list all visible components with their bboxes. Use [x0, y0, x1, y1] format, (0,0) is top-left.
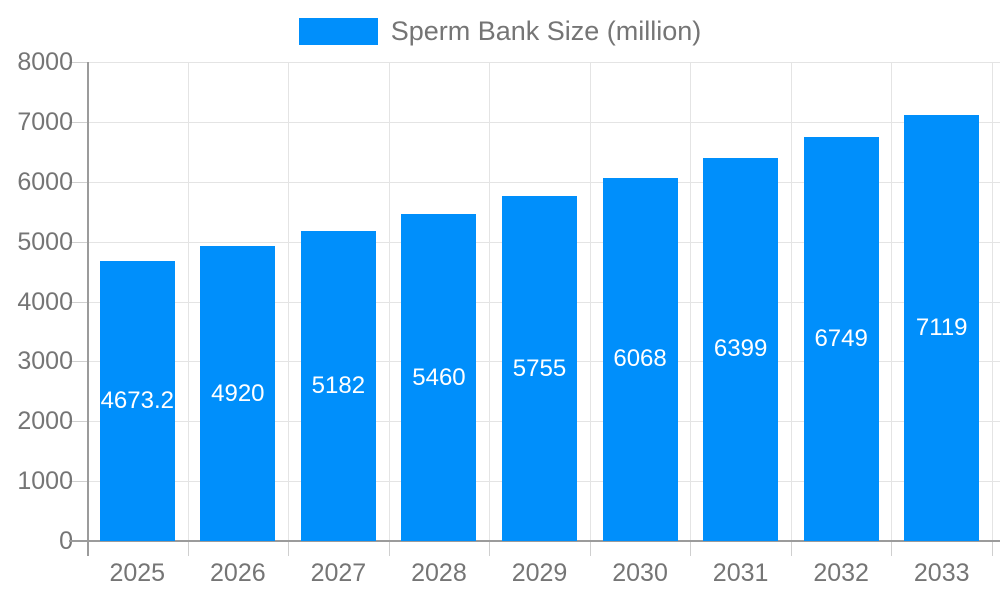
bar-2033[interactable] — [904, 114, 980, 541]
legend-label: Sperm Bank Size (million) — [390, 16, 702, 46]
bar-value-label: 5460 — [412, 363, 466, 391]
v-gridline — [992, 62, 993, 541]
bar-2027[interactable] — [300, 230, 376, 541]
legend-swatch — [298, 17, 378, 45]
v-gridline — [891, 62, 893, 541]
y-tick — [69, 481, 87, 483]
x-tick — [690, 541, 692, 556]
x-tick — [288, 541, 290, 556]
bar-2032[interactable] — [803, 136, 879, 541]
h-gridline — [87, 181, 1000, 183]
x-axis-label: 2028 — [411, 559, 467, 587]
bar-value-label: 5755 — [512, 354, 567, 382]
y-tick — [69, 121, 87, 123]
y-axis-label: 6000 — [17, 167, 73, 196]
v-gridline — [790, 62, 792, 541]
x-tick — [489, 541, 491, 556]
y-tick — [69, 361, 87, 363]
bar-value-label: 6749 — [814, 324, 868, 352]
v-gridline — [187, 62, 189, 541]
x-axis-label: 2030 — [612, 559, 668, 587]
y-tick — [69, 62, 87, 63]
x-axis-label: 2026 — [210, 559, 266, 587]
x-tick — [992, 541, 993, 556]
x-axis-label: 2025 — [109, 559, 166, 587]
y-axis-label: 0 — [59, 527, 73, 555]
bar-2031[interactable] — [703, 157, 779, 541]
v-gridline — [690, 62, 692, 541]
x-axis-label: 2031 — [712, 559, 769, 587]
x-tick — [187, 541, 189, 556]
y-axis-label: 4000 — [17, 287, 73, 316]
x-axis-label: 2033 — [913, 559, 970, 587]
x-tick — [891, 541, 893, 556]
y-axis-label: 2000 — [17, 407, 73, 436]
bar-2030[interactable] — [602, 177, 678, 541]
y-axis-line — [87, 62, 89, 556]
bar-value-label: 4673.2 — [100, 387, 174, 415]
bar-value-label: 5182 — [311, 371, 366, 399]
bar-2028[interactable] — [401, 214, 477, 541]
x-axis-line — [69, 540, 1000, 542]
y-tick — [69, 241, 87, 243]
x-tick — [589, 541, 591, 556]
legend: Sperm Bank Size (million) — [0, 17, 1000, 45]
bar-2025[interactable] — [99, 261, 175, 541]
bar-value-label: 7119 — [915, 313, 968, 341]
bar-2026[interactable] — [200, 246, 276, 541]
y-tick — [69, 181, 87, 183]
y-tick — [69, 421, 87, 423]
h-gridline — [87, 62, 1000, 63]
bar-2029[interactable] — [502, 196, 577, 541]
y-axis-label: 1000 — [17, 467, 73, 496]
x-axis-label: 2029 — [511, 559, 568, 587]
bar-value-label: 6399 — [713, 335, 768, 363]
v-gridline — [388, 62, 390, 541]
x-axis-label: 2032 — [813, 559, 869, 587]
y-axis-label: 3000 — [17, 347, 73, 376]
x-tick — [388, 541, 390, 556]
v-gridline — [288, 62, 290, 541]
y-axis-label: 7000 — [17, 107, 73, 136]
y-tick — [69, 301, 87, 303]
x-tick — [790, 541, 792, 556]
h-gridline — [87, 121, 1000, 123]
bar-value-label: 4920 — [211, 379, 265, 407]
bar-value-label: 6068 — [613, 345, 667, 373]
y-axis-label: 8000 — [17, 48, 73, 76]
y-axis-label: 5000 — [17, 227, 73, 256]
v-gridline — [589, 62, 591, 541]
v-gridline — [489, 62, 491, 541]
x-axis-label: 2027 — [310, 559, 367, 587]
